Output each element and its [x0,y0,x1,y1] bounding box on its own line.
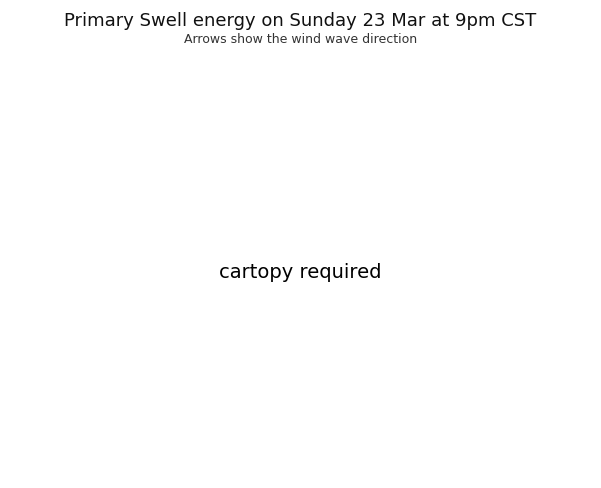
Text: cartopy required: cartopy required [219,263,382,282]
Text: Arrows show the wind wave direction: Arrows show the wind wave direction [184,33,417,46]
Text: Primary Swell energy on Sunday 23 Mar at 9pm CST: Primary Swell energy on Sunday 23 Mar at… [64,12,537,30]
